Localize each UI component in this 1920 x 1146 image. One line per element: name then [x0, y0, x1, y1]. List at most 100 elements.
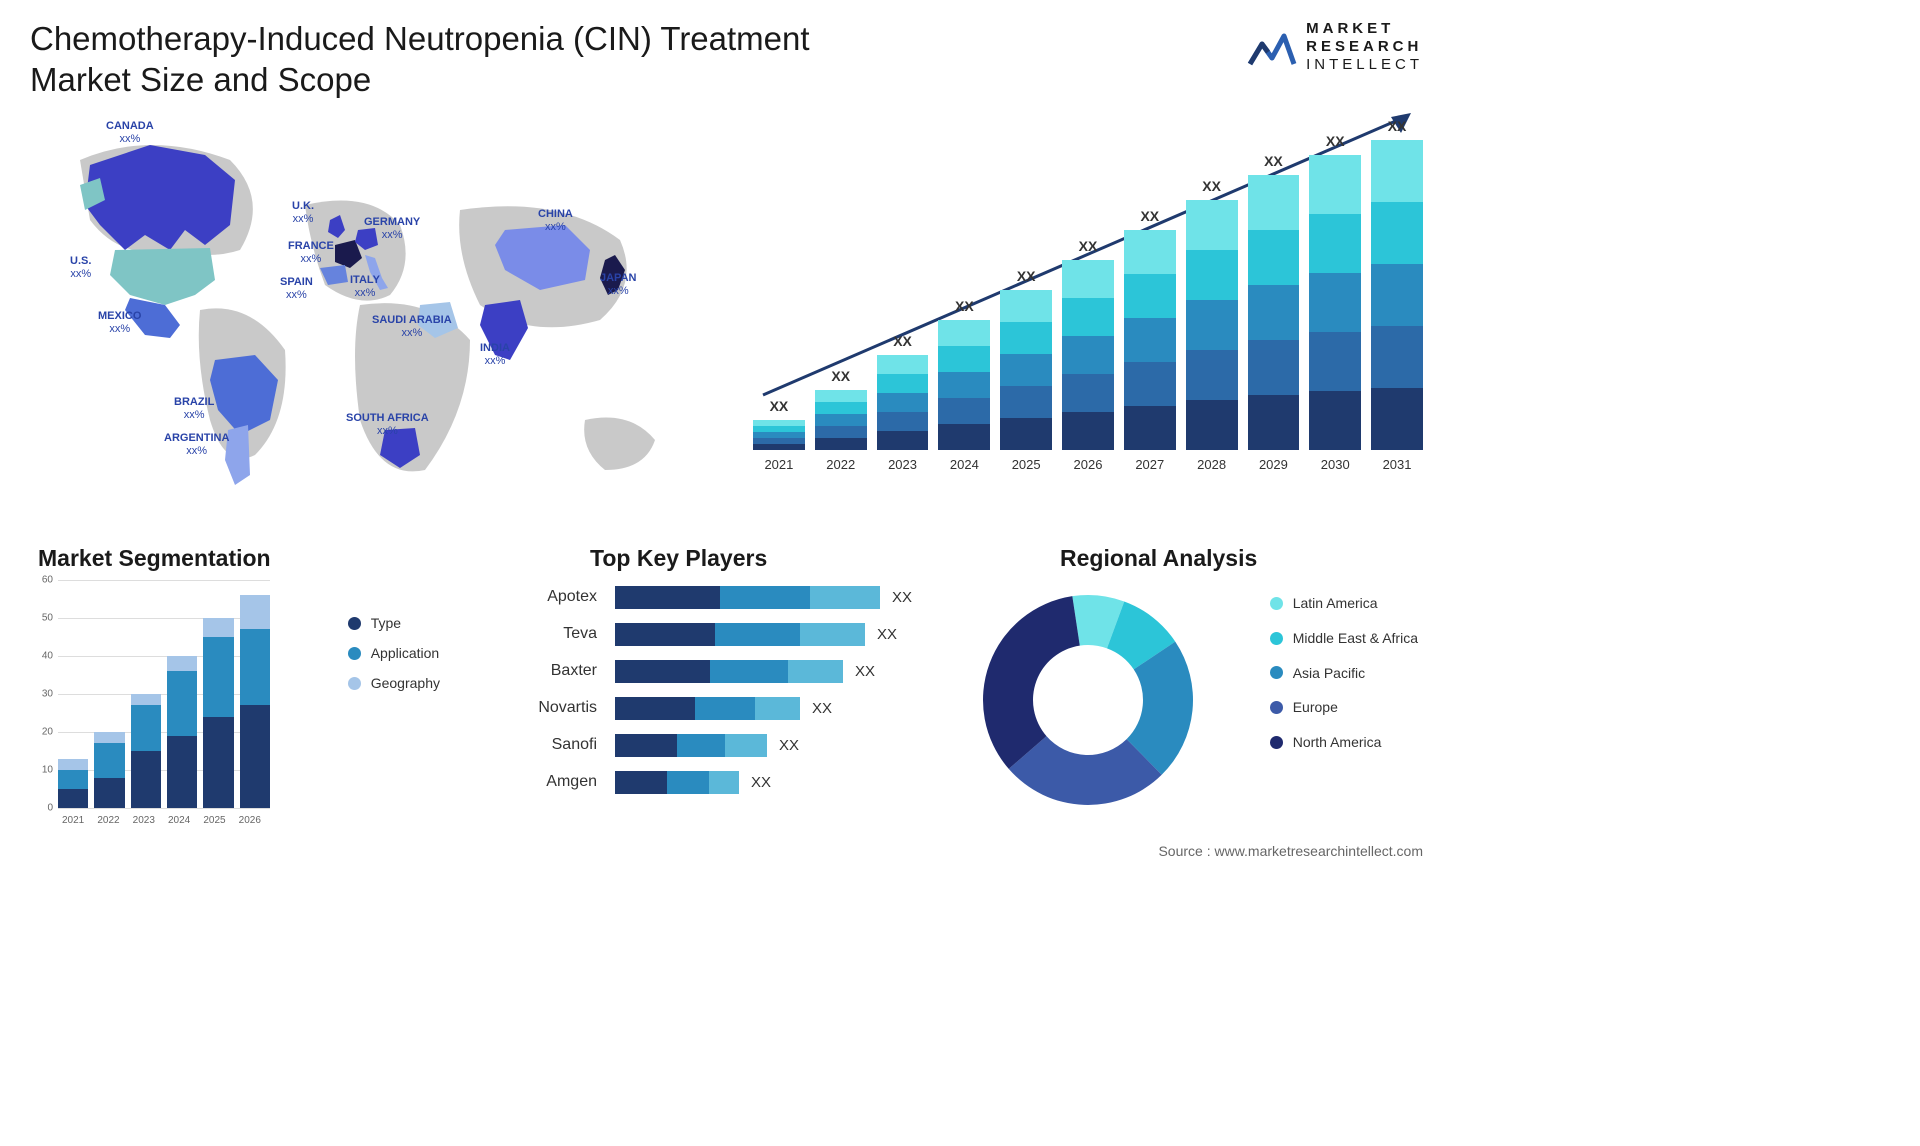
- seg-xlabel: 2025: [203, 815, 225, 826]
- map-label-germany: GERMANYxx%: [364, 216, 420, 242]
- growth-value-label: XX: [1186, 178, 1238, 194]
- segmentation-title: Market Segmentation: [38, 545, 271, 572]
- player-value: XX: [892, 589, 912, 606]
- growth-year-label: 2027: [1124, 457, 1176, 472]
- growth-value-label: XX: [1309, 133, 1361, 149]
- player-value: XX: [855, 663, 875, 680]
- seg-legend-application: Application: [348, 645, 440, 661]
- growth-year-label: 2028: [1186, 457, 1238, 472]
- map-label-china: CHINAxx%: [538, 208, 573, 234]
- growth-bar-2026: XX2026: [1062, 260, 1114, 450]
- growth-value-label: XX: [1000, 268, 1052, 284]
- players-title: Top Key Players: [590, 545, 767, 572]
- growth-value-label: XX: [938, 298, 990, 314]
- segmentation-chart: 0102030405060 202120222023202420252026 T…: [30, 580, 450, 830]
- map-label-u.s.: U.S.xx%: [70, 255, 91, 281]
- donut-svg: [973, 585, 1203, 815]
- map-label-south-africa: SOUTH AFRICAxx%: [346, 412, 429, 438]
- seg-bar-2021: [58, 759, 88, 808]
- growth-value-label: XX: [1124, 208, 1176, 224]
- growth-bar-2023: XX2023: [877, 355, 929, 450]
- player-name: Sanofi: [470, 736, 615, 754]
- seg-bar-2026: [240, 595, 270, 808]
- player-value: XX: [812, 700, 832, 717]
- player-name: Amgen: [470, 773, 615, 791]
- player-name: Apotex: [470, 588, 615, 606]
- seg-ytick: 0: [47, 803, 53, 814]
- regional-legend-north-america: North America: [1270, 734, 1418, 751]
- growth-value-label: XX: [815, 368, 867, 384]
- segmentation-legend: Type Application Geography: [348, 615, 440, 705]
- growth-year-label: 2022: [815, 457, 867, 472]
- map-label-u.k.: U.K.xx%: [292, 200, 314, 226]
- regional-chart: Latin America Middle East & Africa Asia Pa…: [973, 580, 1423, 830]
- seg-bar-2024: [167, 656, 197, 808]
- seg-bar-2025: [203, 618, 233, 808]
- growth-year-label: 2023: [877, 457, 929, 472]
- player-row-sanofi: Sanofi XX: [470, 728, 970, 762]
- growth-year-label: 2029: [1248, 457, 1300, 472]
- growth-year-label: 2024: [938, 457, 990, 472]
- growth-year-label: 2030: [1309, 457, 1361, 472]
- source-text: Source : www.marketresearchintellect.com: [1158, 843, 1423, 859]
- map-label-japan: JAPANxx%: [600, 272, 636, 298]
- brand-logo: MARKET RESEARCH INTELLECT: [1246, 20, 1423, 74]
- logo-text: MARKET RESEARCH INTELLECT: [1306, 20, 1423, 74]
- seg-ytick: 30: [42, 689, 53, 700]
- player-value: XX: [779, 737, 799, 754]
- regional-legend-latin-america: Latin America: [1270, 595, 1418, 612]
- regional-legend: Latin America Middle East & Africa Asia Pa…: [1270, 595, 1418, 769]
- seg-legend-geography: Geography: [348, 675, 440, 691]
- player-value: XX: [751, 774, 771, 791]
- regional-title: Regional Analysis: [1060, 545, 1257, 572]
- players-chart: ApotexXXTevaXXBaxterXXNovartisXXSanofiXX…: [470, 580, 970, 830]
- growth-bar-2022: XX2022: [815, 390, 867, 450]
- page-title: Chemotherapy-Induced Neutropenia (CIN) T…: [30, 18, 810, 101]
- map-label-mexico: MEXICOxx%: [98, 310, 141, 336]
- seg-ytick: 20: [42, 727, 53, 738]
- growth-year-label: 2025: [1000, 457, 1052, 472]
- player-row-teva: TevaXX: [470, 617, 970, 651]
- map-label-italy: ITALYxx%: [350, 274, 380, 300]
- seg-bar-2022: [94, 732, 124, 808]
- player-name: Baxter: [470, 662, 615, 680]
- player-row-novartis: Novartis XX: [470, 691, 970, 725]
- seg-ytick: 60: [42, 575, 53, 586]
- regional-legend-asia-pacific: Asia Pacific: [1270, 665, 1418, 682]
- map-label-saudi-arabia: SAUDI ARABIAxx%: [372, 314, 452, 340]
- seg-xlabel: 2024: [168, 815, 190, 826]
- growth-bar-2024: XX2024: [938, 320, 990, 450]
- map-label-france: FRANCExx%: [288, 240, 334, 266]
- growth-year-label: 2021: [753, 457, 805, 472]
- donut-slice-north-america: [983, 596, 1080, 769]
- seg-ytick: 50: [42, 613, 53, 624]
- seg-bar-2023: [131, 694, 161, 808]
- map-label-india: INDIAxx%: [480, 342, 510, 368]
- seg-xlabel: 2026: [239, 815, 261, 826]
- growth-chart: XX2021XX2022XX2023XX2024XX2025XX2026XX20…: [743, 95, 1423, 475]
- player-row-amgen: Amgen XX: [470, 765, 970, 799]
- seg-xlabel: 2022: [97, 815, 119, 826]
- player-value: XX: [877, 626, 897, 643]
- seg-legend-type: Type: [348, 615, 440, 631]
- player-name: Novartis: [470, 699, 615, 717]
- growth-year-label: 2026: [1062, 457, 1114, 472]
- seg-xlabel: 2021: [62, 815, 84, 826]
- growth-value-label: XX: [753, 398, 805, 414]
- map-label-canada: CANADAxx%: [106, 120, 154, 146]
- growth-bar-2031: XX2031: [1371, 140, 1423, 450]
- seg-xlabel: 2023: [133, 815, 155, 826]
- map-label-spain: SPAINxx%: [280, 276, 313, 302]
- player-row-apotex: Apotex XX: [470, 580, 970, 614]
- growth-value-label: XX: [1062, 238, 1114, 254]
- regional-legend-middle-east-africa: Middle East & Africa: [1270, 630, 1418, 647]
- map-label-brazil: BRAZILxx%: [174, 396, 214, 422]
- world-map: CANADAxx% U.S.xx% MEXICOxx% BRAZILxx% ARGENT…: [30, 110, 690, 510]
- growth-bar-2027: XX2027: [1124, 230, 1176, 450]
- growth-bar-2025: XX2025: [1000, 290, 1052, 450]
- seg-ytick: 40: [42, 651, 53, 662]
- map-label-argentina: ARGENTINAxx%: [164, 432, 229, 458]
- logo-icon: [1246, 26, 1298, 68]
- growth-bar-2029: XX2029: [1248, 175, 1300, 450]
- growth-value-label: XX: [877, 333, 929, 349]
